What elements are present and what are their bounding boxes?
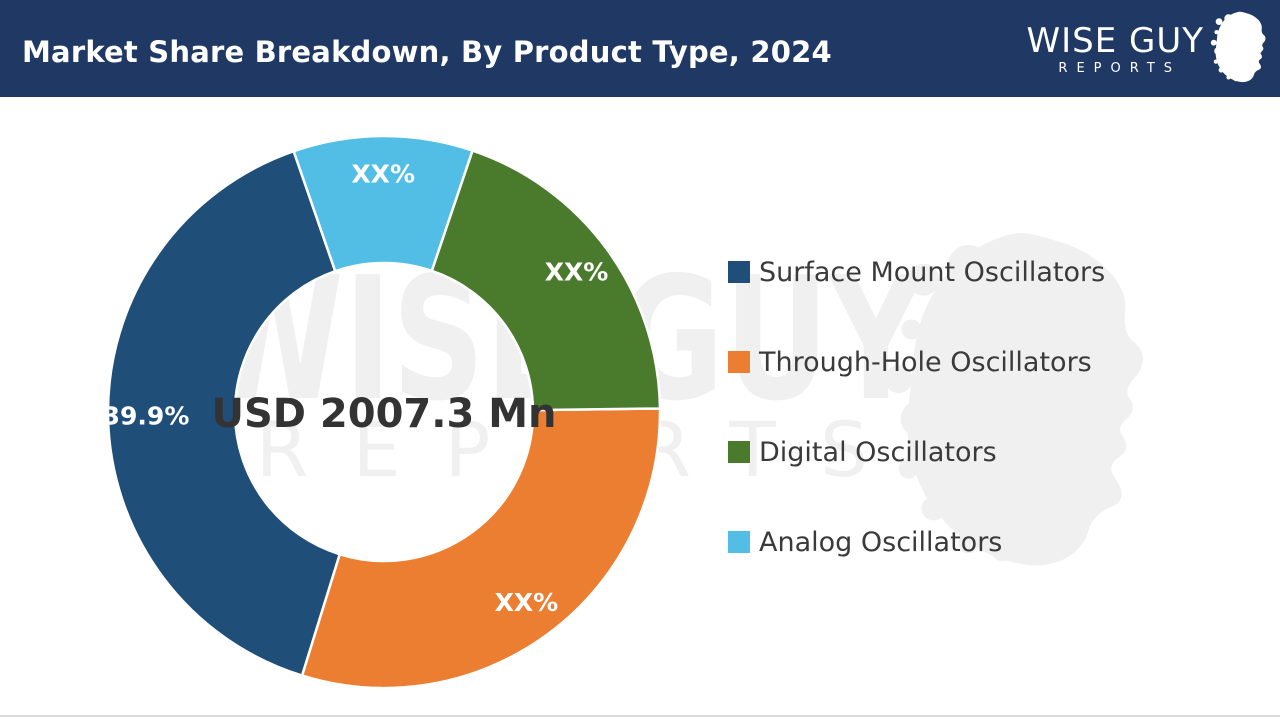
slice-percentage-label: XX% [545,258,609,287]
legend: Surface Mount Oscillators Through-Hole O… [728,254,1105,614]
page-title: Market Share Breakdown, By Product Type,… [22,34,832,69]
donut-segment-through-hole-oscillators[interactable] [300,407,662,690]
legend-swatch [728,351,750,373]
logo-wiseguy-text: WISE GUY [1026,20,1204,61]
logo-reports-text: REPORTS [1058,60,1182,76]
logo-face-icon [1210,11,1266,83]
slice-percentage-label: XX% [495,588,559,617]
donut-segment-digital-oscillators[interactable] [430,149,662,412]
legend-label: Analog Oscillators [759,526,1003,558]
header: Market Share Breakdown, By Product Type,… [0,0,1280,97]
legend-label: Through-Hole Oscillators [759,346,1092,378]
legend-swatch [728,261,750,283]
donut-segment-analog-oscillators[interactable] [292,134,474,273]
footer-divider [0,715,1280,717]
logo-text: WISE GUY REPORTS [1026,23,1204,76]
center-value-label: USD 2007.3 Mn [212,391,557,437]
legend-item-through-hole-oscillators[interactable]: Through-Hole Oscillators [728,344,1105,380]
donut-segment-surface-mount-oscillators[interactable] [106,149,342,677]
slice-percentage-label: 39.9% [106,401,189,430]
legend-swatch [728,441,750,463]
legend-label: Surface Mount Oscillators [759,256,1106,288]
logo[interactable]: WISE GUY REPORTS [1026,6,1270,92]
legend-label: Digital Oscillators [759,436,997,468]
legend-item-surface-mount-oscillators[interactable]: Surface Mount Oscillators [728,254,1105,290]
legend-item-digital-oscillators[interactable]: Digital Oscillators [728,434,1105,470]
legend-item-analog-oscillators[interactable]: Analog Oscillators [728,524,1105,560]
donut-chart: 39.9% XX% XX% XX% USD 2007.3 Mn [106,134,662,690]
legend-swatch [728,531,750,553]
slice-percentage-label: XX% [351,160,415,189]
